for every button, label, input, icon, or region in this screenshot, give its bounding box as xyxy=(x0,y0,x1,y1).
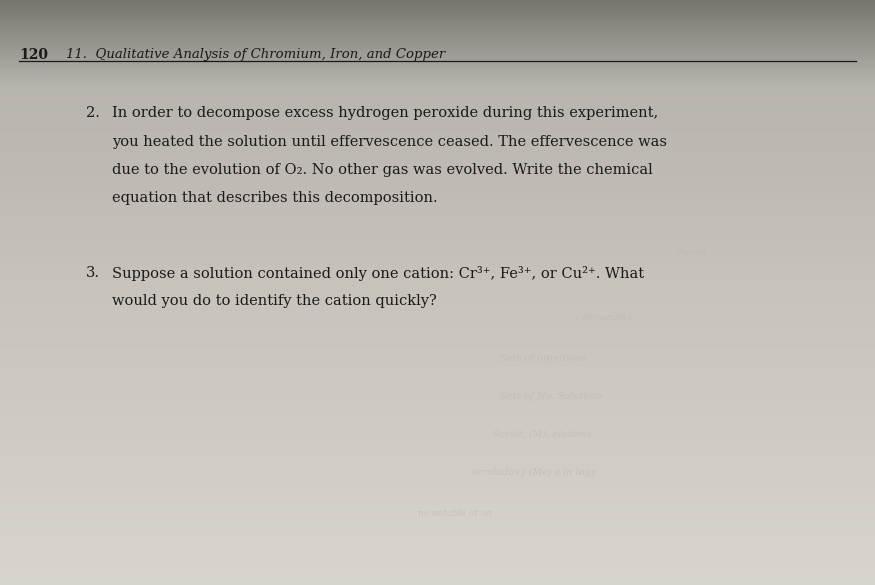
Text: 11.  Qualitative Analysis of Chromium, Iron, and Copper: 11. Qualitative Analysis of Chromium, Ir… xyxy=(66,48,444,61)
Text: you heated the solution until effervescence ceased. The effervescence was: you heated the solution until effervesce… xyxy=(112,135,667,149)
Text: would you do to identify the cation quickly?: would you do to identify the cation quic… xyxy=(112,294,437,308)
Text: due to the evolution of O₂. No other gas was evolved. Write the chemical: due to the evolution of O₂. No other gas… xyxy=(112,163,653,177)
Text: 3.: 3. xyxy=(86,266,100,280)
Text: 120: 120 xyxy=(19,48,48,62)
Text: 2.: 2. xyxy=(86,106,100,121)
Text: l'elimonuts l: l'elimonuts l xyxy=(576,313,632,322)
Text: In order to decompose excess hydrogen peroxide during this experiment,: In order to decompose excess hydrogen pe… xyxy=(112,106,658,121)
Text: equation that describes this decomposition.: equation that describes this decompositi… xyxy=(112,191,438,205)
Text: Sets of infinitives: Sets of infinitives xyxy=(500,354,585,363)
Text: Suppose a solution contained only one cation: Cr³⁺, Fe³⁺, or Cu²⁺. What: Suppose a solution contained only one ca… xyxy=(112,266,644,281)
Text: scrolados j (Me) s in logy: scrolados j (Me) s in logy xyxy=(472,468,596,477)
Text: Sets of No. Solutions: Sets of No. Solutions xyxy=(500,392,603,401)
Text: dlipsofl: dlipsofl xyxy=(676,249,707,257)
Text: no notable at on: no notable at on xyxy=(418,509,492,518)
Text: Screlt, (M), elutions: Screlt, (M), elutions xyxy=(493,430,592,439)
